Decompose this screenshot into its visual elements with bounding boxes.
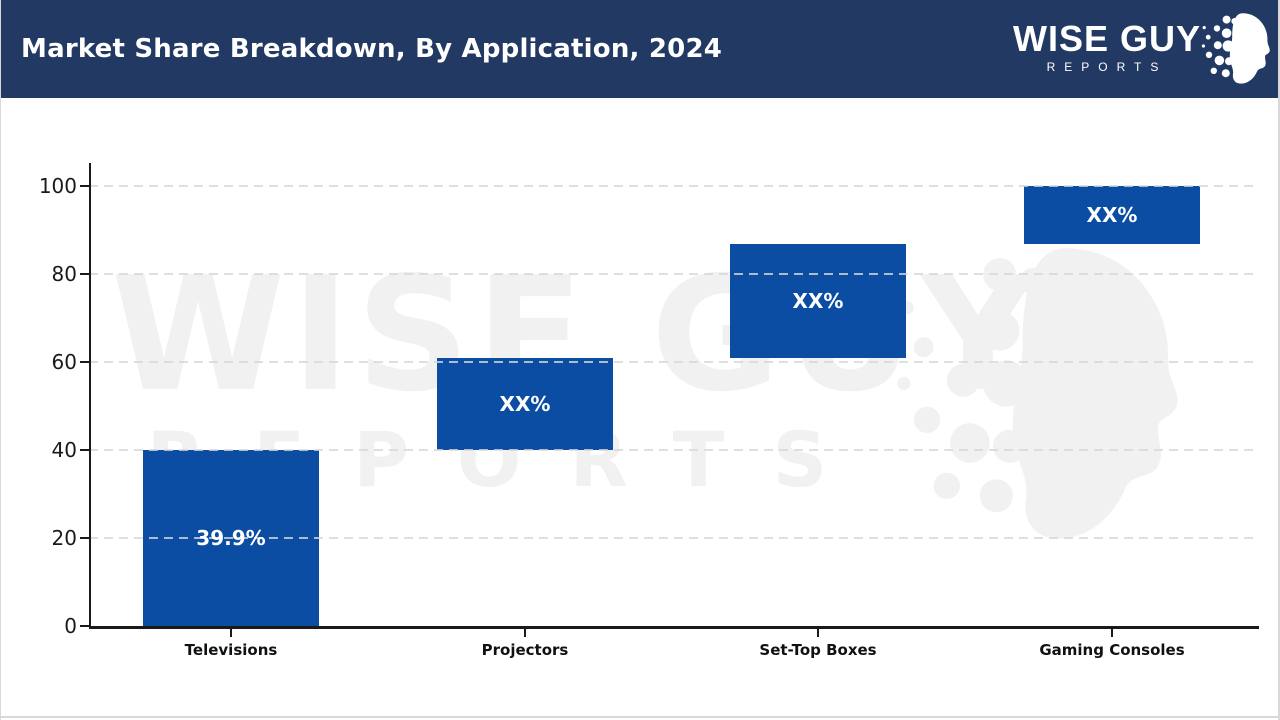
- y-gridline: [89, 449, 1259, 451]
- y-tick-label: 60: [51, 350, 77, 374]
- bar: [730, 243, 906, 359]
- y-tick-mark: [80, 185, 89, 187]
- wiseguy-logo: WISE GUY REPORTS: [1013, 6, 1270, 94]
- y-tick-mark: [80, 273, 89, 275]
- y-axis-line: [89, 163, 91, 628]
- page-title: Market Share Breakdown, By Application, …: [21, 34, 723, 64]
- dotted-face-icon: [1201, 13, 1270, 84]
- y-tick-label: 80: [51, 262, 77, 286]
- y-gridline: [89, 361, 1259, 363]
- y-tick-mark: [80, 449, 89, 451]
- bar-value-label: 39.9%: [196, 526, 266, 551]
- header-band: Market Share Breakdown, By Application, …: [1, 0, 1278, 98]
- y-tick-mark: [80, 537, 89, 539]
- x-axis-label: Televisions: [184, 641, 278, 659]
- x-tick-mark: [1111, 629, 1113, 637]
- y-tick-mark: [80, 361, 89, 363]
- watermark-face-icon: [897, 248, 1178, 539]
- bar-value-label: XX%: [1086, 202, 1138, 227]
- bar: [437, 358, 613, 451]
- x-tick-mark: [817, 629, 819, 637]
- y-gridline: [89, 185, 1259, 187]
- x-axis-label: Projectors: [481, 641, 569, 659]
- x-axis-line: [89, 626, 1259, 629]
- x-tick-mark: [230, 629, 232, 637]
- y-gridline: [89, 537, 1259, 539]
- logo-subtitle: REPORTS: [1046, 60, 1168, 74]
- y-tick-label: 40: [51, 438, 77, 462]
- bar-value-label: XX%: [792, 288, 844, 313]
- y-gridline: [89, 273, 1259, 275]
- x-axis-label: Gaming Consoles: [1039, 641, 1185, 659]
- logo-text: WISE GUY REPORTS: [1012, 18, 1201, 75]
- y-tick-label: 0: [64, 614, 77, 638]
- bar: [1024, 185, 1200, 244]
- bottom-border: [1, 716, 1278, 718]
- logo-wordmark: WISE GUY: [1012, 18, 1201, 59]
- x-tick-mark: [524, 629, 526, 637]
- x-axis-label: Set-Top Boxes: [759, 641, 877, 659]
- y-tick-label: 20: [51, 526, 77, 550]
- bar-value-label: XX%: [499, 392, 551, 417]
- y-tick-mark: [80, 625, 89, 627]
- y-tick-label: 100: [38, 174, 77, 198]
